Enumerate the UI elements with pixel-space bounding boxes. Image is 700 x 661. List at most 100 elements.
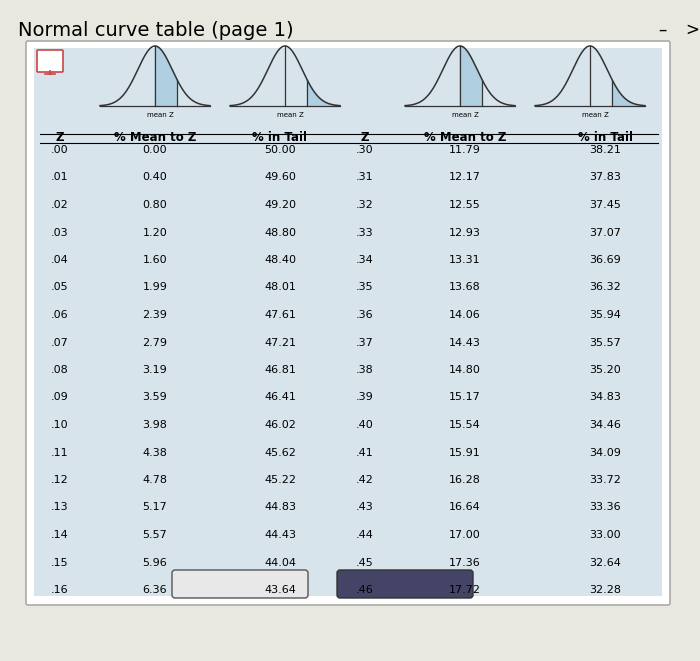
- Text: >: >: [685, 21, 699, 39]
- Text: .30: .30: [356, 145, 374, 155]
- Text: .16: .16: [51, 585, 69, 595]
- Text: 33.36: 33.36: [589, 502, 621, 512]
- Text: 46.02: 46.02: [264, 420, 296, 430]
- Text: 4.38: 4.38: [143, 447, 167, 457]
- Polygon shape: [155, 46, 177, 106]
- Text: 36.69: 36.69: [589, 255, 621, 265]
- Text: 37.07: 37.07: [589, 227, 621, 237]
- Text: .04: .04: [51, 255, 69, 265]
- Text: 13.68: 13.68: [449, 282, 481, 293]
- Text: 33.72: 33.72: [589, 475, 621, 485]
- Text: .03: .03: [51, 227, 69, 237]
- Polygon shape: [460, 46, 482, 106]
- Text: Z: Z: [360, 131, 370, 144]
- Polygon shape: [307, 81, 340, 106]
- Text: mean Z: mean Z: [452, 112, 479, 118]
- Text: 12.17: 12.17: [449, 173, 481, 182]
- Text: 0.80: 0.80: [143, 200, 167, 210]
- Text: 4.78: 4.78: [143, 475, 167, 485]
- Text: 37.45: 37.45: [589, 200, 621, 210]
- Text: 49.20: 49.20: [264, 200, 296, 210]
- Text: 36.32: 36.32: [589, 282, 621, 293]
- Text: 46.41: 46.41: [264, 393, 296, 403]
- Text: 0.00: 0.00: [143, 145, 167, 155]
- Text: 15.91: 15.91: [449, 447, 481, 457]
- Text: 1.99: 1.99: [143, 282, 167, 293]
- Text: 12.93: 12.93: [449, 227, 481, 237]
- Text: 32.28: 32.28: [589, 585, 621, 595]
- Text: 3.59: 3.59: [143, 393, 167, 403]
- Text: 50.00: 50.00: [264, 145, 296, 155]
- Text: –: –: [658, 21, 666, 39]
- Text: 15.54: 15.54: [449, 420, 481, 430]
- Text: % in Tail: % in Tail: [578, 131, 633, 144]
- Text: 16.64: 16.64: [449, 502, 481, 512]
- Text: .37: .37: [356, 338, 374, 348]
- Text: % Mean to Z: % Mean to Z: [424, 131, 506, 144]
- Text: 35.94: 35.94: [589, 310, 621, 320]
- Text: 1.20: 1.20: [143, 227, 167, 237]
- Text: .39: .39: [356, 393, 374, 403]
- Text: .13: .13: [51, 502, 69, 512]
- Text: .40: .40: [356, 420, 374, 430]
- Bar: [34, 48, 662, 596]
- Text: 45.22: 45.22: [264, 475, 296, 485]
- Text: 6.36: 6.36: [143, 585, 167, 595]
- Text: 1.60: 1.60: [143, 255, 167, 265]
- Text: 37.83: 37.83: [589, 173, 621, 182]
- Text: Normal curve table (page 1): Normal curve table (page 1): [18, 21, 293, 40]
- Text: 3.19: 3.19: [143, 365, 167, 375]
- Text: .12: .12: [51, 475, 69, 485]
- Text: 38.21: 38.21: [589, 145, 621, 155]
- Text: % in Tail: % in Tail: [253, 131, 307, 144]
- Text: 46.81: 46.81: [264, 365, 296, 375]
- Text: 16.28: 16.28: [449, 475, 481, 485]
- FancyBboxPatch shape: [37, 50, 63, 72]
- Text: 5.57: 5.57: [143, 530, 167, 540]
- Text: 45.62: 45.62: [264, 447, 296, 457]
- FancyBboxPatch shape: [26, 41, 670, 605]
- Text: 34.09: 34.09: [589, 447, 621, 457]
- Text: .14: .14: [51, 530, 69, 540]
- Text: 11.79: 11.79: [449, 145, 481, 155]
- Text: .46: .46: [356, 585, 374, 595]
- Text: 14.06: 14.06: [449, 310, 481, 320]
- Text: 15.17: 15.17: [449, 393, 481, 403]
- Text: 34.46: 34.46: [589, 420, 621, 430]
- Text: mean Z: mean Z: [277, 112, 304, 118]
- Text: .44: .44: [356, 530, 374, 540]
- Text: .08: .08: [51, 365, 69, 375]
- Text: 17.72: 17.72: [449, 585, 481, 595]
- Text: 17.36: 17.36: [449, 557, 481, 568]
- Text: .42: .42: [356, 475, 374, 485]
- Text: .00: .00: [51, 145, 69, 155]
- Text: .43: .43: [356, 502, 374, 512]
- Text: Z: Z: [56, 131, 64, 144]
- Text: 44.43: 44.43: [264, 530, 296, 540]
- Text: .07: .07: [51, 338, 69, 348]
- Text: 33.00: 33.00: [589, 530, 621, 540]
- Text: 3.98: 3.98: [143, 420, 167, 430]
- FancyBboxPatch shape: [337, 570, 473, 598]
- Text: 35.57: 35.57: [589, 338, 621, 348]
- Text: .45: .45: [356, 557, 374, 568]
- Text: 49.60: 49.60: [264, 173, 296, 182]
- Text: 12.55: 12.55: [449, 200, 481, 210]
- Text: 44.04: 44.04: [264, 557, 296, 568]
- Text: 2.39: 2.39: [143, 310, 167, 320]
- Text: 5.17: 5.17: [143, 502, 167, 512]
- Text: .10: .10: [51, 420, 69, 430]
- Text: mean Z: mean Z: [582, 112, 609, 118]
- Text: 5.96: 5.96: [143, 557, 167, 568]
- Text: .36: .36: [356, 310, 374, 320]
- Text: .41: .41: [356, 447, 374, 457]
- Text: .32: .32: [356, 200, 374, 210]
- Text: .34: .34: [356, 255, 374, 265]
- Text: 44.83: 44.83: [264, 502, 296, 512]
- Text: 48.80: 48.80: [264, 227, 296, 237]
- Text: % Mean to Z: % Mean to Z: [114, 131, 196, 144]
- Text: 35.20: 35.20: [589, 365, 621, 375]
- Polygon shape: [612, 81, 645, 106]
- Text: .35: .35: [356, 282, 374, 293]
- Text: .06: .06: [51, 310, 69, 320]
